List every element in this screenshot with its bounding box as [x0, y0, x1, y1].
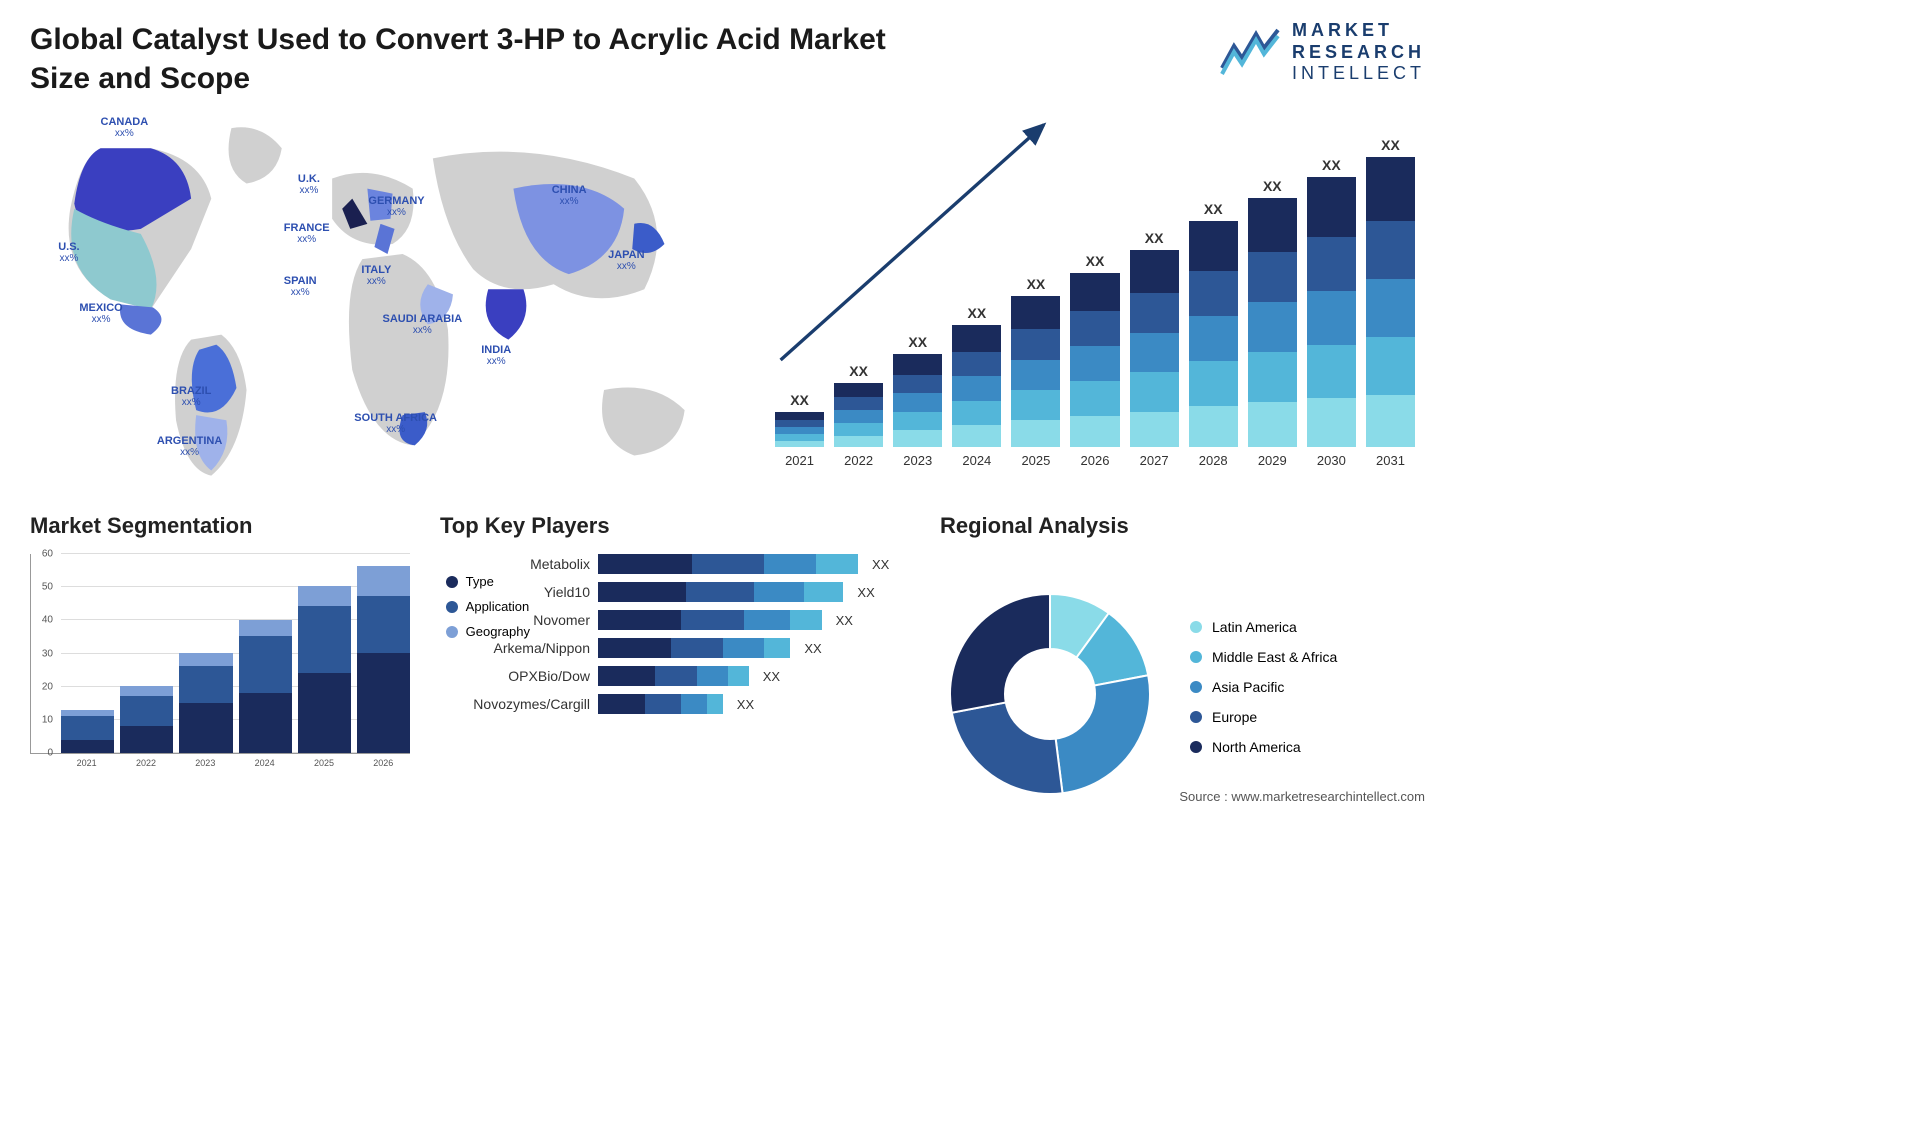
growth-bar: XX 2024: [952, 305, 1001, 468]
segmentation-bar: [179, 653, 232, 753]
growth-chart-panel: XX 2021 XX 2022 XX 2023 XX 2024 XX 2025 XX 2026 XX 20…: [765, 108, 1425, 488]
bar-value-label: XX: [790, 392, 809, 408]
brand-logo: MARKET RESEARCH INTELLECT: [1220, 20, 1425, 85]
map-label: FRANCExx%: [284, 222, 330, 245]
player-row: OPXBio/Dow XX: [440, 666, 910, 686]
map-label: BRAZILxx%: [171, 385, 211, 408]
growth-chart: XX 2021 XX 2022 XX 2023 XX 2024 XX 2025 XX 2026 XX 20…: [765, 108, 1425, 468]
player-value: XX: [872, 557, 889, 572]
growth-bar: XX 2023: [893, 334, 942, 468]
map-label: GERMANYxx%: [368, 195, 424, 218]
donut-slice: [950, 594, 1050, 713]
player-row: Metabolix XX: [440, 554, 910, 574]
growth-bar: XX 2027: [1130, 230, 1179, 468]
player-row: Novozymes/Cargill XX: [440, 694, 910, 714]
bar-value-label: XX: [1204, 201, 1223, 217]
segmentation-chart: 0102030405060: [30, 554, 410, 754]
segmentation-section: Market Segmentation 0102030405060 202120…: [30, 513, 410, 804]
bar-value-label: XX: [1086, 253, 1105, 269]
growth-bar: XX 2025: [1011, 276, 1060, 468]
year-label: 2026: [1081, 453, 1110, 468]
donut-slice: [952, 702, 1063, 794]
legend-item: Application: [446, 599, 530, 614]
donut-slice: [1056, 675, 1150, 793]
segmentation-bar: [61, 710, 114, 753]
year-label: 2031: [1376, 453, 1405, 468]
year-label: 2022: [844, 453, 873, 468]
map-label: ARGENTINAxx%: [157, 435, 222, 458]
map-label: CANADAxx%: [101, 116, 149, 139]
map-label: SOUTH AFRICAxx%: [354, 412, 437, 435]
regional-section: Regional Analysis Latin America Middle Ea…: [940, 513, 1425, 804]
map-label: MEXICOxx%: [79, 302, 122, 325]
year-label: 2027: [1140, 453, 1169, 468]
map-label: JAPANxx%: [608, 249, 644, 272]
player-value: XX: [737, 697, 754, 712]
logo-text: MARKET RESEARCH INTELLECT: [1292, 20, 1425, 85]
segmentation-legend: Type Application Geography: [446, 574, 530, 649]
segmentation-bar: [239, 620, 292, 753]
growth-bar: XX 2029: [1248, 178, 1297, 468]
legend-item: Europe: [1190, 709, 1337, 725]
player-value: XX: [804, 641, 821, 656]
bar-value-label: XX: [967, 305, 986, 321]
map-label: SPAINxx%: [284, 275, 317, 298]
source-attribution: Source : www.marketresearchintellect.com: [1179, 789, 1425, 804]
growth-bar: XX 2021: [775, 392, 824, 468]
map-label: ITALYxx%: [361, 264, 391, 287]
legend-item: Asia Pacific: [1190, 679, 1337, 695]
bar-value-label: XX: [1381, 137, 1400, 153]
regional-donut: [940, 584, 1160, 804]
players-title: Top Key Players: [440, 513, 910, 539]
growth-bar: XX 2022: [834, 363, 883, 468]
map-label: INDIAxx%: [481, 344, 511, 367]
map-label: CHINAxx%: [552, 184, 587, 207]
year-label: 2030: [1317, 453, 1346, 468]
player-name: Metabolix: [440, 556, 590, 572]
world-map-panel: CANADAxx% U.S.xx% MEXICOxx% BRAZILxx% ARGENT…: [30, 108, 735, 488]
segmentation-bar: [120, 686, 173, 753]
segmentation-bar: [298, 586, 351, 753]
legend-item: Middle East & Africa: [1190, 649, 1337, 665]
legend-item: Latin America: [1190, 619, 1337, 635]
bar-value-label: XX: [908, 334, 927, 350]
year-label: 2025: [1021, 453, 1050, 468]
growth-bar: XX 2028: [1189, 201, 1238, 468]
segmentation-bar: [357, 566, 410, 753]
logo-icon: [1220, 28, 1280, 76]
player-value: XX: [836, 613, 853, 628]
bar-value-label: XX: [1322, 157, 1341, 173]
year-label: 2029: [1258, 453, 1287, 468]
bottom-row: Market Segmentation 0102030405060 202120…: [30, 513, 1425, 804]
players-section: Top Key Players MetabolixXXYield10XXNovo…: [440, 513, 910, 804]
bar-value-label: XX: [1145, 230, 1164, 246]
legend-item: Geography: [446, 624, 530, 639]
legend-item: Type: [446, 574, 530, 589]
header: Global Catalyst Used to Convert 3-HP to …: [30, 20, 1425, 98]
map-label: U.S.xx%: [58, 241, 79, 264]
regional-title: Regional Analysis: [940, 513, 1129, 539]
growth-bar: XX 2030: [1307, 157, 1356, 468]
player-name: Novozymes/Cargill: [440, 696, 590, 712]
year-label: 2021: [785, 453, 814, 468]
growth-bar: XX 2026: [1070, 253, 1119, 468]
year-label: 2023: [903, 453, 932, 468]
top-row: CANADAxx% U.S.xx% MEXICOxx% BRAZILxx% ARGENT…: [30, 108, 1425, 488]
growth-bar: XX 2031: [1366, 137, 1415, 468]
map-label: U.K.xx%: [298, 173, 320, 196]
player-value: XX: [857, 585, 874, 600]
year-label: 2028: [1199, 453, 1228, 468]
player-name: OPXBio/Dow: [440, 668, 590, 684]
bar-value-label: XX: [849, 363, 868, 379]
page-title: Global Catalyst Used to Convert 3-HP to …: [30, 20, 930, 98]
segmentation-title: Market Segmentation: [30, 513, 410, 539]
year-label: 2024: [962, 453, 991, 468]
bar-value-label: XX: [1263, 178, 1282, 194]
player-value: XX: [763, 669, 780, 684]
bar-value-label: XX: [1027, 276, 1046, 292]
regional-legend: Latin America Middle East & Africa Asia Pa…: [1190, 619, 1337, 769]
map-label: SAUDI ARABIAxx%: [383, 313, 463, 336]
legend-item: North America: [1190, 739, 1337, 755]
